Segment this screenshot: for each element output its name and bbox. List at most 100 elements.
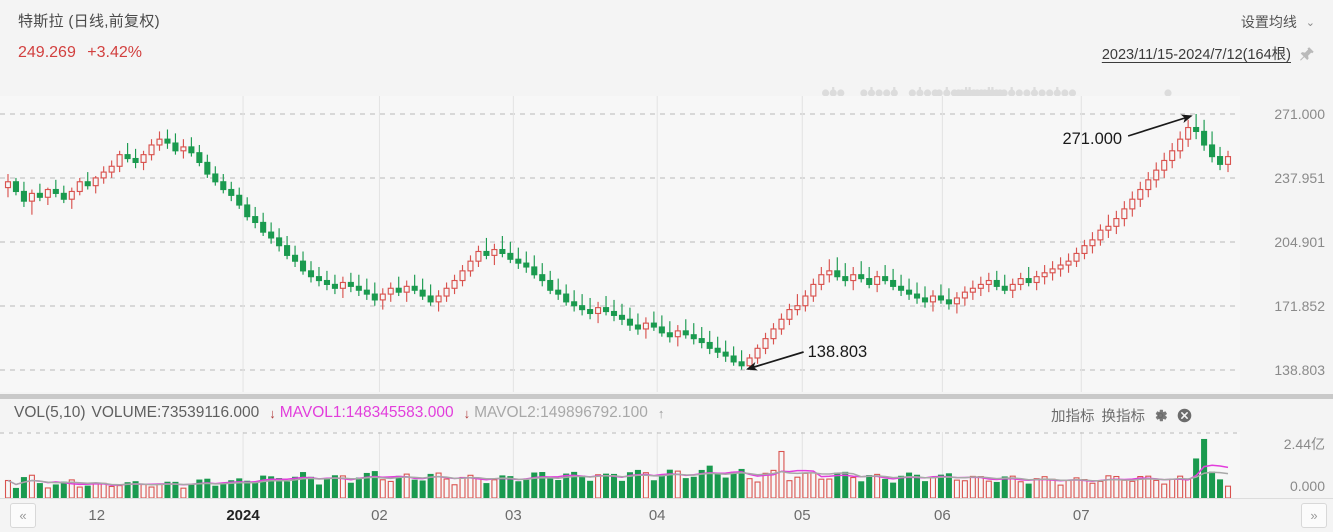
event-marker[interactable]	[822, 89, 830, 97]
candle-body	[770, 328, 777, 340]
candle-body	[818, 274, 825, 285]
event-marker[interactable]	[1061, 89, 1069, 97]
candle-body	[1025, 278, 1032, 284]
event-marker[interactable]	[992, 89, 1001, 97]
event-marker[interactable]	[908, 89, 916, 97]
candle-body	[754, 347, 761, 359]
event-marker[interactable]	[1068, 89, 1077, 97]
volume-bar	[108, 485, 115, 498]
volume-bar	[100, 482, 107, 498]
candle-body	[1216, 156, 1224, 165]
pin-icon[interactable]	[1299, 46, 1315, 62]
event-marker[interactable]	[1000, 89, 1008, 97]
price-chart-canvas[interactable]: 271.000 138.803	[0, 96, 1240, 392]
candle-body	[20, 190, 27, 202]
event-marker[interactable]	[954, 89, 963, 97]
volume-bar	[92, 482, 99, 498]
annotation-layer: 271.000 138.803	[746, 114, 1193, 371]
volume-bar	[1209, 471, 1216, 498]
volume-bar	[411, 479, 418, 498]
candle-body	[44, 188, 51, 198]
candle-body	[451, 279, 458, 289]
volume-bar	[1001, 476, 1008, 498]
candle-body	[220, 181, 227, 191]
event-marker[interactable]	[1038, 89, 1046, 97]
candle-body	[762, 338, 769, 349]
scroll-right-button[interactable]: »	[1301, 503, 1327, 528]
volume-bar	[467, 474, 474, 498]
event-marker[interactable]	[837, 89, 845, 97]
page-title: 特斯拉 (日线,前复权)	[18, 13, 160, 30]
event-marker[interactable]	[935, 89, 943, 97]
volume-bar	[395, 475, 402, 498]
candle-body	[435, 295, 442, 303]
candle-body	[339, 281, 346, 289]
candle-body	[395, 287, 402, 293]
event-marker[interactable]	[923, 89, 932, 97]
candle-body	[634, 324, 641, 330]
event-marker-stem	[964, 87, 968, 99]
candle-body	[1129, 198, 1136, 210]
scroll-left-button[interactable]: «	[10, 503, 36, 528]
volume-bar	[579, 475, 586, 498]
candle-body	[507, 252, 514, 260]
candle-body	[331, 283, 338, 289]
candlestick-series	[4, 114, 1232, 370]
switch-indicator-button[interactable]: 换指标	[1101, 409, 1146, 425]
volume-bar	[1153, 479, 1160, 498]
volume-chart-canvas[interactable]	[0, 432, 1240, 498]
volume-bar	[610, 473, 618, 498]
candle-body	[1153, 169, 1160, 181]
event-marker[interactable]	[883, 89, 891, 97]
volume-bar	[882, 478, 889, 498]
volume-bar	[890, 482, 897, 498]
volume-bar	[347, 482, 354, 498]
volume-bar	[4, 479, 12, 498]
event-marker[interactable]	[1164, 89, 1172, 97]
event-marker[interactable]	[977, 89, 985, 97]
volume-bar	[1017, 481, 1024, 498]
candle-body	[1161, 159, 1168, 171]
candle-body	[706, 341, 713, 349]
volume-bar	[547, 476, 554, 498]
ma-setting-button[interactable]: 设置均线 ⌄	[1241, 12, 1315, 32]
volume-bar	[722, 477, 729, 498]
event-markers-strip	[822, 87, 1172, 99]
candle-body	[826, 270, 833, 276]
volume-bar	[1089, 482, 1096, 498]
candle-body	[427, 295, 434, 303]
candle-body	[156, 138, 163, 146]
volume-bar	[642, 472, 649, 498]
event-marker[interactable]	[1023, 89, 1031, 97]
volume-bar	[212, 485, 219, 498]
volume-bar	[961, 480, 968, 498]
volume-bar	[443, 478, 450, 498]
add-indicator-button[interactable]: 加指标	[1051, 409, 1095, 425]
volume-bar	[626, 472, 633, 498]
event-marker[interactable]	[1046, 89, 1054, 97]
gear-icon[interactable]	[1152, 407, 1169, 424]
xaxis-tick-label: 2024	[226, 507, 260, 524]
candle-body	[1137, 188, 1144, 200]
candle-body	[786, 309, 793, 320]
volume-bar	[587, 480, 594, 498]
event-marker[interactable]	[1015, 89, 1023, 97]
close-icon[interactable]	[1176, 407, 1193, 424]
volume-bar	[371, 471, 378, 498]
volume-bar	[276, 478, 283, 498]
event-marker[interactable]	[860, 89, 868, 97]
event-marker[interactable]	[875, 89, 883, 97]
candle-body	[84, 181, 91, 187]
pane-divider	[0, 394, 1333, 399]
candle-body	[906, 289, 913, 295]
candle-body	[730, 355, 737, 363]
volume-bar	[1033, 478, 1040, 498]
candle-body	[140, 154, 147, 163]
event-marker[interactable]	[970, 89, 978, 97]
date-range-label[interactable]: 2023/11/15-2024/7/12(164根)	[1101, 47, 1291, 63]
volume-bar	[172, 481, 179, 498]
volume-bar	[563, 473, 570, 498]
volume-bar	[770, 469, 777, 498]
volume-bar	[244, 480, 251, 498]
volume-bar	[84, 485, 91, 498]
